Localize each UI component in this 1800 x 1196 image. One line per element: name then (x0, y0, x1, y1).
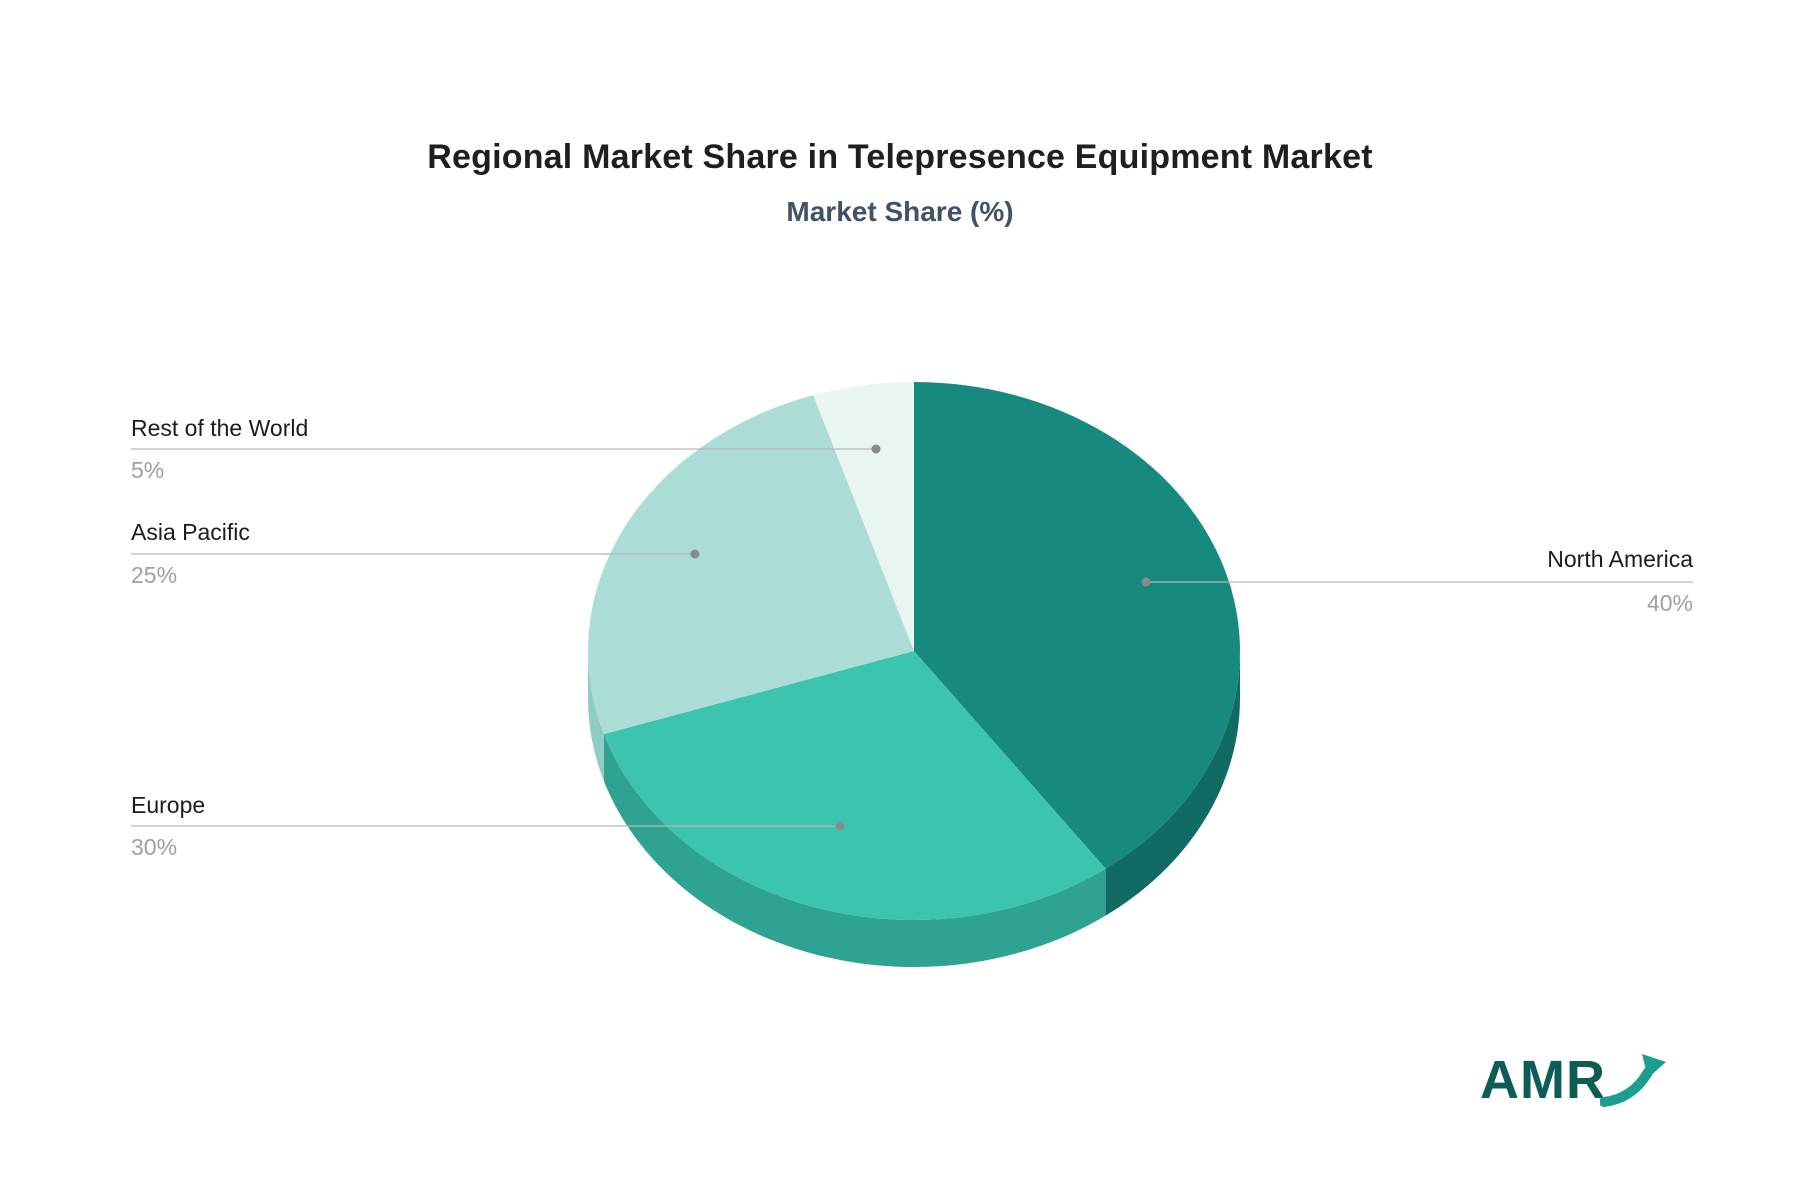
pie-slice-side-north-america (1105, 651, 1240, 916)
amr-logo: AMR (1480, 1040, 1700, 1120)
pie-slice-side-asia-pacific (588, 651, 604, 782)
slice-value-asia-pacific: 25% (131, 562, 178, 588)
trend-up-arrow-icon (1599, 1054, 1666, 1107)
pie-slice-europe (603, 651, 1106, 921)
pie-slice-side-europe (603, 734, 1106, 967)
slice-value-europe: 30% (131, 834, 178, 860)
chart-title: Regional Market Share in Telepresence Eq… (427, 138, 1373, 176)
chart-subtitle: Market Share (%) (786, 196, 1014, 227)
slice-label-asia-pacific: Asia Pacific (131, 519, 250, 545)
leader-dot-europe (835, 821, 845, 831)
leader-dot-rest-of-the-world (871, 444, 881, 454)
amr-logo-text: AMR (1480, 1050, 1606, 1110)
leader-dot-north-america (1141, 577, 1151, 587)
slice-label-rest-of-the-world: Rest of the World (131, 415, 309, 441)
slice-value-rest-of-the-world: 5% (131, 457, 165, 483)
pie-slice-north-america (914, 382, 1240, 869)
pie-slice-asia-pacific (588, 395, 914, 735)
slice-value-north-america: 40% (1646, 590, 1693, 616)
slice-label-europe: Europe (131, 792, 206, 818)
slice-label-north-america: North America (1547, 546, 1693, 572)
leader-dot-asia-pacific (690, 549, 700, 559)
